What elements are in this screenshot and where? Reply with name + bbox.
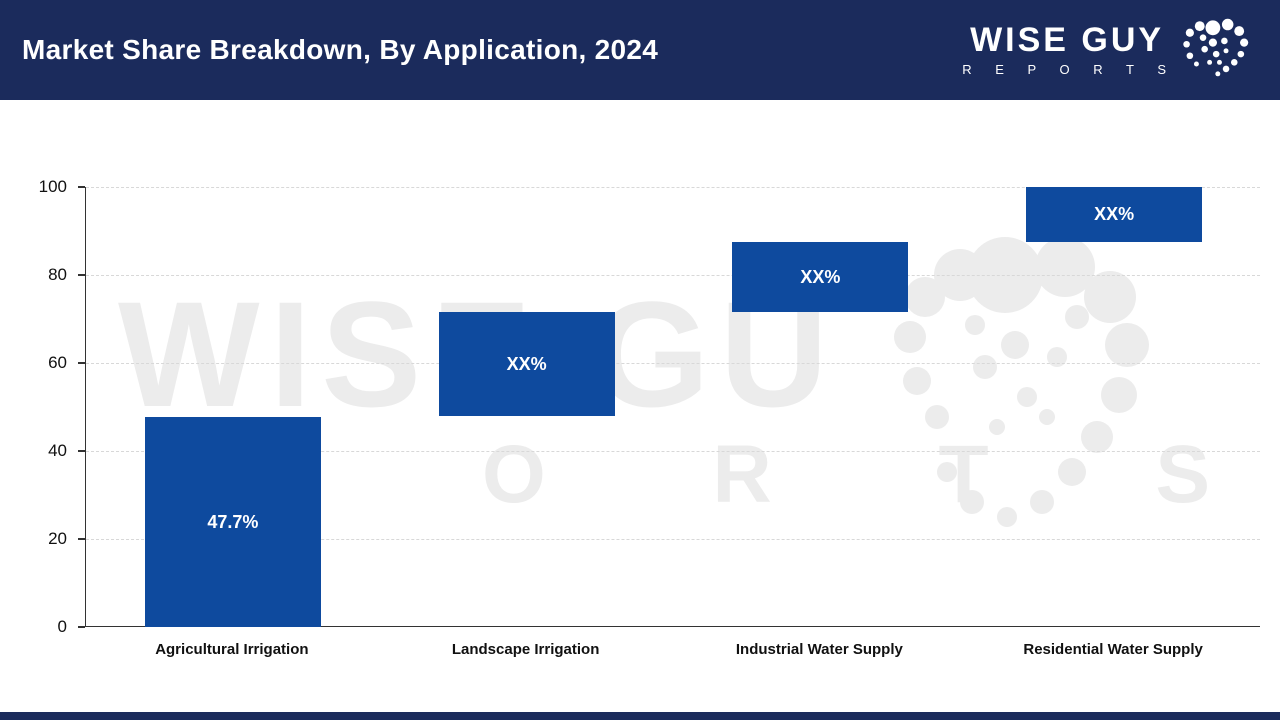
bar-3: XX% <box>1026 187 1203 242</box>
y-tick-label: 0 <box>57 617 67 636</box>
logo-head-icon <box>1183 18 1249 77</box>
y-tick-mark <box>78 362 85 364</box>
wiseguy-logo: WISE GUY R E P O R T S <box>958 10 1254 90</box>
y-tick-label: 80 <box>48 265 67 284</box>
y-tick-label: 20 <box>48 529 67 548</box>
y-tick-label: 60 <box>48 353 67 372</box>
y-axis: 0 20 40 60 80 100 <box>0 177 85 636</box>
logo-text: WISE GUY R E P O R T S <box>958 23 1176 77</box>
logo-wordmark: WISE GUY <box>970 21 1165 59</box>
bar-1: XX% <box>438 312 615 416</box>
y-tick-label: 40 <box>48 441 67 460</box>
x-axis-labels: Agricultural Irrigation Landscape Irrigat… <box>85 640 1260 700</box>
bar-value-label: XX% <box>1094 204 1135 224</box>
y-tick-label: 100 <box>38 177 67 196</box>
y-tick-mark <box>78 186 85 188</box>
gridline <box>86 539 1260 540</box>
logo-subtext: R E P O R T S <box>962 62 1176 77</box>
y-tick-mark <box>78 626 85 628</box>
x-category-label: Agricultural Irrigation <box>155 641 309 658</box>
plot-area: 47.7% XX% XX% XX% <box>85 187 1260 627</box>
footer-bar <box>0 712 1280 720</box>
bar-value-label: XX% <box>800 266 841 287</box>
gridline <box>86 363 1260 364</box>
gridline <box>86 275 1260 276</box>
bar-value-label: 47.7% <box>207 511 259 532</box>
bar-0: 47.7% <box>144 417 321 627</box>
gridline <box>86 187 1260 188</box>
bar-2: XX% <box>732 242 909 313</box>
chart-title: Market Share Breakdown, By Application, … <box>22 34 659 65</box>
y-tick-mark <box>78 450 85 452</box>
y-tick-mark <box>78 538 85 540</box>
y-tick-mark <box>78 274 85 276</box>
bar-value-label: XX% <box>506 353 547 374</box>
x-category-label: Industrial Water Supply <box>735 641 903 658</box>
x-category-label: Landscape Irrigation <box>451 641 600 658</box>
gridline <box>86 451 1260 452</box>
header-bar: Market Share Breakdown, By Application, … <box>0 0 1280 100</box>
x-category-label: Residential Water Supply <box>1023 641 1203 658</box>
